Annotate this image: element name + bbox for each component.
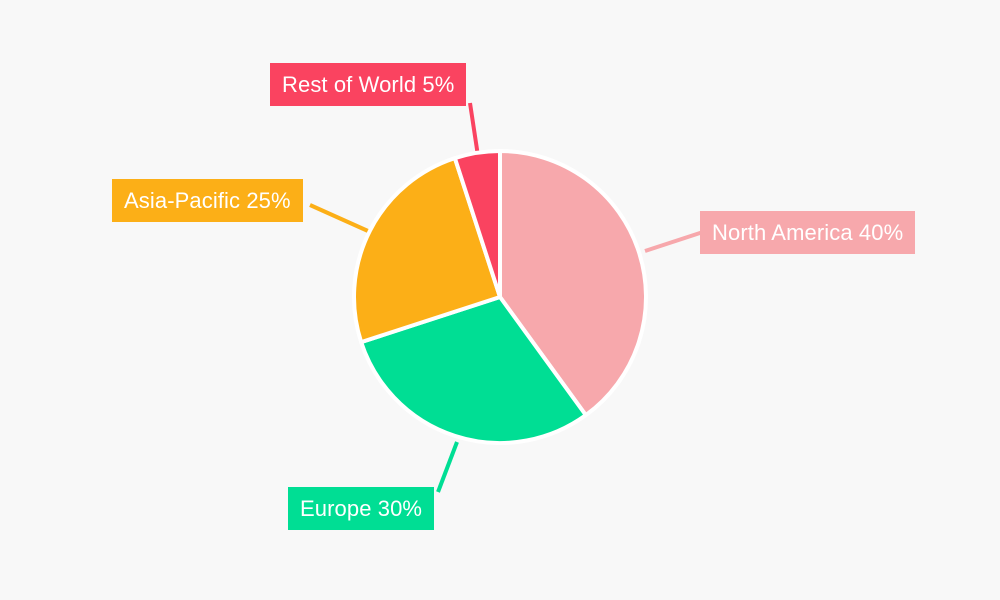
pie-label-north-america[interactable]: North America 40% bbox=[700, 211, 916, 254]
pie-label-asia-pacific-text: Asia-Pacific 25% bbox=[124, 187, 291, 213]
pie-label-rest-of-world[interactable]: Rest of World 5% bbox=[270, 63, 467, 106]
pie-wedges bbox=[352, 149, 649, 445]
leader-line-north-america bbox=[644, 230, 704, 253]
pie-label-asia-pacific[interactable]: Asia-Pacific 25% bbox=[112, 179, 303, 222]
pie-slice-north-america[interactable] bbox=[498, 149, 649, 418]
pie-label-europe[interactable]: Europe 30% bbox=[288, 487, 435, 530]
pie-label-europe-text: Europe 30% bbox=[300, 495, 423, 521]
leader-lines bbox=[309, 102, 704, 493]
leader-line-asia-pacific bbox=[309, 203, 369, 233]
leader-line-rest-of-world bbox=[468, 102, 480, 157]
pie-slice-europe[interactable] bbox=[359, 295, 588, 445]
leader-line-europe bbox=[436, 441, 459, 493]
pie-label-rest-of-world-text: Rest of World 5% bbox=[282, 71, 455, 97]
pie-label-north-america-text: North America 40% bbox=[712, 219, 904, 245]
pie-slice-asia-pacific[interactable] bbox=[352, 156, 502, 345]
pie-slice-rest-of-world[interactable] bbox=[452, 149, 502, 299]
